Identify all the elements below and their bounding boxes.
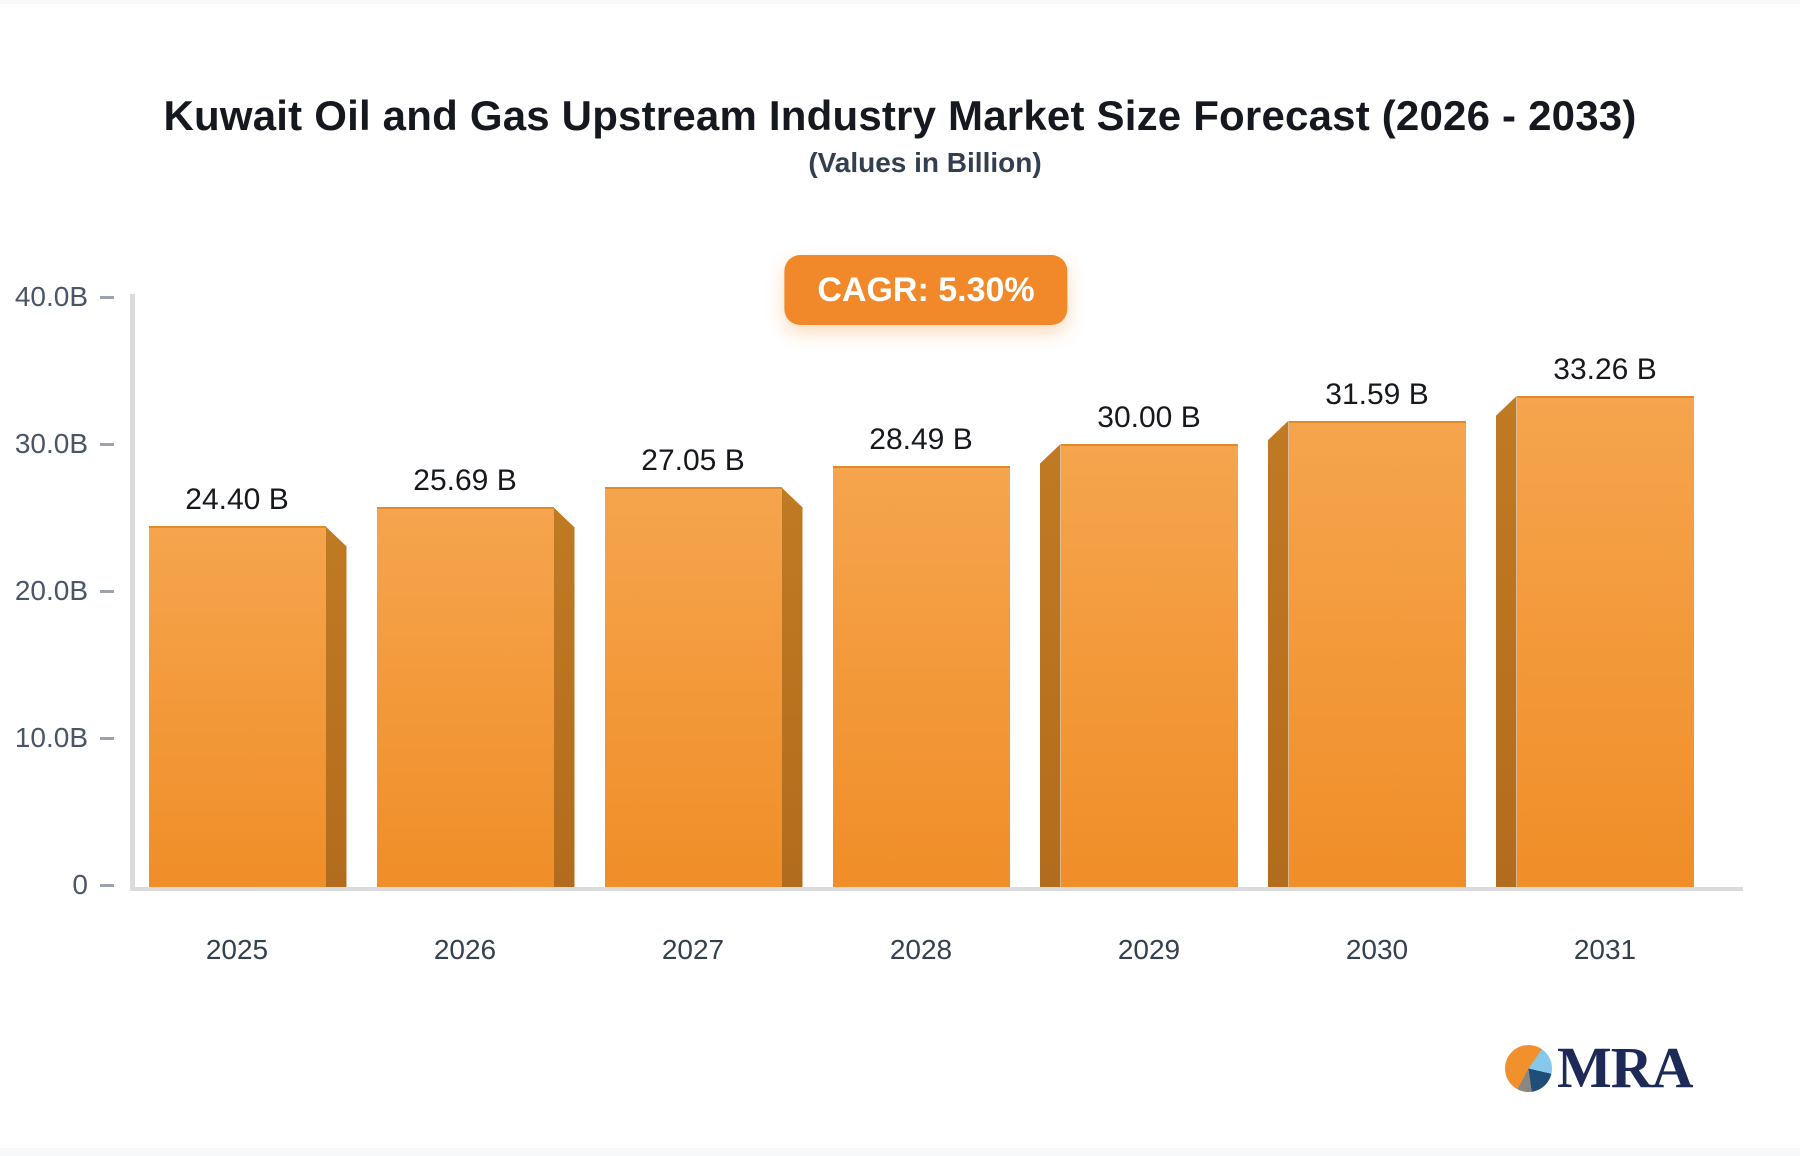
bar: [1516, 396, 1694, 887]
bar-3d-side: [553, 507, 575, 887]
bar-3d-side: [1495, 396, 1517, 887]
bar-value-label: 30.00 B: [1097, 401, 1201, 434]
y-axis-tick-label: 20.0B: [14, 575, 88, 606]
x-axis-label: 2027: [661, 934, 725, 965]
y-axis-tick-mark: [100, 590, 114, 593]
bar-value-label: 31.59 B: [1325, 377, 1429, 411]
bar-3d-side: [781, 487, 803, 887]
chart-subtitle: (Values in Billion): [808, 147, 1042, 178]
page-bottom-edge: [0, 1148, 1800, 1156]
bar-value-label: 25.69 B: [413, 464, 517, 498]
x-axis-label: 2025: [205, 934, 269, 965]
x-axis-baseline: [130, 887, 1743, 891]
bar-value-label: 24.40 B: [185, 483, 289, 517]
brand-text: MRA: [1557, 1035, 1694, 1100]
chart-title: Kuwait Oil and Gas Upstream Industry Mar…: [163, 92, 1637, 139]
bar-3d-side: [325, 526, 347, 887]
x-axis-label: 2031: [1573, 934, 1637, 965]
y-axis-tick-mark: [100, 737, 114, 740]
bar-value-label: 27.05 B: [641, 444, 745, 478]
bar-3d-side: [1039, 444, 1061, 887]
bar: [1060, 444, 1238, 887]
y-axis-tick-mark: [100, 884, 114, 887]
x-axis-label: 2028: [889, 934, 953, 965]
y-axis-tick-label: 40.0B: [14, 281, 88, 312]
y-axis-tick-mark: [100, 296, 114, 299]
bar: [148, 526, 326, 887]
y-axis-tick-label: 0: [72, 869, 88, 900]
cagr-badge: CAGR: 5.30%: [784, 255, 1068, 325]
y-axis-tick-label: 10.0B: [14, 722, 88, 753]
bar: [604, 487, 782, 887]
bar: [376, 507, 554, 887]
y-axis-tick-mark: [100, 443, 114, 446]
bar: [1288, 420, 1466, 887]
brand-logo: MRA: [1505, 1035, 1694, 1100]
page-top-edge: [0, 0, 1800, 4]
bar-value-label: 28.49 B: [869, 423, 973, 457]
bar-value-label: 33.26 B: [1553, 353, 1657, 387]
bar-3d-side: [1267, 420, 1289, 887]
bar: [832, 466, 1010, 887]
pie-chart-logo-icon: [1505, 1044, 1552, 1092]
y-axis-tick-label: 30.0B: [14, 428, 88, 459]
y-axis-line: [130, 294, 135, 891]
x-axis-label: 2030: [1345, 934, 1409, 965]
x-axis-label: 2029: [1117, 934, 1181, 965]
x-axis-label: 2026: [433, 934, 497, 965]
